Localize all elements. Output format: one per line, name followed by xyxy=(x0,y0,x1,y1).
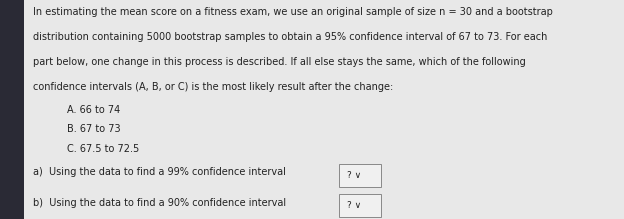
Text: In estimating the mean score on a fitness exam, we use an original sample of siz: In estimating the mean score on a fitnes… xyxy=(33,7,553,17)
Text: distribution containing 5000 bootstrap samples to obtain a 95% confidence interv: distribution containing 5000 bootstrap s… xyxy=(33,32,547,42)
Text: ? ∨: ? ∨ xyxy=(348,201,362,210)
Text: C. 67.5 to 72.5: C. 67.5 to 72.5 xyxy=(67,144,140,154)
Text: ? ∨: ? ∨ xyxy=(348,171,362,180)
Text: part below, one change in this process is described. If all else stays the same,: part below, one change in this process i… xyxy=(33,57,526,67)
Text: b)  Using the data to find a 90% confidence interval: b) Using the data to find a 90% confiden… xyxy=(33,198,286,208)
Text: A. 66 to 74: A. 66 to 74 xyxy=(67,105,120,115)
Text: a)  Using the data to find a 99% confidence interval: a) Using the data to find a 99% confiden… xyxy=(33,167,286,177)
Text: confidence intervals (A, B, or C) is the most likely result after the change:: confidence intervals (A, B, or C) is the… xyxy=(33,82,393,92)
FancyBboxPatch shape xyxy=(339,164,381,187)
Text: B. 67 to 73: B. 67 to 73 xyxy=(67,124,121,134)
Bar xyxy=(0,0,24,219)
FancyBboxPatch shape xyxy=(339,194,381,217)
